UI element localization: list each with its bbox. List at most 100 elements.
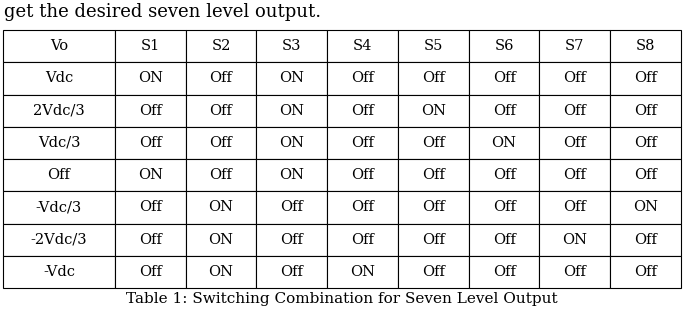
Text: Off: Off <box>634 136 657 150</box>
Text: Off: Off <box>351 200 374 215</box>
Bar <box>185 62 256 95</box>
Text: S1: S1 <box>141 39 160 53</box>
Bar <box>115 159 185 191</box>
Text: ON: ON <box>350 265 375 279</box>
Bar <box>256 62 327 95</box>
Bar <box>610 224 681 256</box>
Bar <box>327 224 398 256</box>
Text: Off: Off <box>634 71 657 85</box>
Text: S8: S8 <box>636 39 655 53</box>
Text: S4: S4 <box>353 39 372 53</box>
Text: Off: Off <box>209 168 233 182</box>
Bar <box>185 256 256 288</box>
Text: S6: S6 <box>495 39 514 53</box>
Text: ON: ON <box>137 168 163 182</box>
Bar <box>469 95 540 127</box>
Bar <box>115 224 185 256</box>
Text: Off: Off <box>139 233 161 247</box>
Bar <box>398 127 469 159</box>
Text: Off: Off <box>209 136 233 150</box>
Text: Off: Off <box>209 104 233 118</box>
Bar <box>327 62 398 95</box>
Bar <box>540 95 610 127</box>
Text: 2Vdc/3: 2Vdc/3 <box>33 104 85 118</box>
Text: Off: Off <box>139 104 161 118</box>
Bar <box>610 127 681 159</box>
Text: ON: ON <box>562 233 588 247</box>
Bar <box>398 224 469 256</box>
Bar <box>3 95 115 127</box>
Bar <box>185 30 256 62</box>
Bar <box>115 191 185 224</box>
Text: ON: ON <box>421 104 446 118</box>
Text: Off: Off <box>634 168 657 182</box>
Text: Off: Off <box>492 168 516 182</box>
Bar <box>469 159 540 191</box>
Text: Off: Off <box>492 233 516 247</box>
Bar <box>256 127 327 159</box>
Text: ON: ON <box>209 200 233 215</box>
Text: ON: ON <box>137 71 163 85</box>
Bar <box>610 95 681 127</box>
Text: Off: Off <box>351 233 374 247</box>
Text: Off: Off <box>634 233 657 247</box>
Bar <box>115 256 185 288</box>
Bar <box>115 30 185 62</box>
Bar <box>256 256 327 288</box>
Bar <box>115 127 185 159</box>
Text: Off: Off <box>209 71 233 85</box>
Bar <box>327 127 398 159</box>
Bar <box>540 159 610 191</box>
Bar <box>185 191 256 224</box>
Text: S2: S2 <box>211 39 231 53</box>
Bar <box>398 95 469 127</box>
Bar <box>327 256 398 288</box>
Text: S7: S7 <box>565 39 585 53</box>
Text: Off: Off <box>634 265 657 279</box>
Text: Vdc: Vdc <box>45 71 73 85</box>
Text: ON: ON <box>279 168 304 182</box>
Bar <box>469 62 540 95</box>
Bar <box>327 191 398 224</box>
Text: Off: Off <box>564 71 586 85</box>
Bar <box>610 191 681 224</box>
Bar <box>256 159 327 191</box>
Text: ON: ON <box>209 233 233 247</box>
Text: Off: Off <box>422 233 445 247</box>
Text: Off: Off <box>492 200 516 215</box>
Text: Off: Off <box>351 71 374 85</box>
Bar <box>398 159 469 191</box>
Bar <box>3 127 115 159</box>
Bar <box>610 159 681 191</box>
Text: Off: Off <box>564 136 586 150</box>
Bar <box>398 62 469 95</box>
Bar <box>3 30 115 62</box>
Text: Vo: Vo <box>50 39 68 53</box>
Text: Off: Off <box>564 200 586 215</box>
Bar <box>540 224 610 256</box>
Text: ON: ON <box>279 104 304 118</box>
Text: ON: ON <box>209 265 233 279</box>
Bar <box>327 95 398 127</box>
Bar <box>3 62 115 95</box>
Text: Off: Off <box>564 168 586 182</box>
Bar <box>3 191 115 224</box>
Bar <box>398 256 469 288</box>
Bar <box>610 256 681 288</box>
Text: Off: Off <box>492 71 516 85</box>
Text: Off: Off <box>634 104 657 118</box>
Text: -Vdc/3: -Vdc/3 <box>36 200 82 215</box>
Bar <box>469 191 540 224</box>
Text: Off: Off <box>422 168 445 182</box>
Text: Off: Off <box>492 265 516 279</box>
Bar <box>469 256 540 288</box>
Bar <box>115 62 185 95</box>
Bar <box>256 224 327 256</box>
Bar <box>3 159 115 191</box>
Text: Table 1: Switching Combination for Seven Level Output: Table 1: Switching Combination for Seven… <box>126 292 558 306</box>
Bar <box>3 224 115 256</box>
Text: Off: Off <box>47 168 70 182</box>
Bar <box>540 127 610 159</box>
Text: ON: ON <box>279 71 304 85</box>
Bar <box>398 191 469 224</box>
